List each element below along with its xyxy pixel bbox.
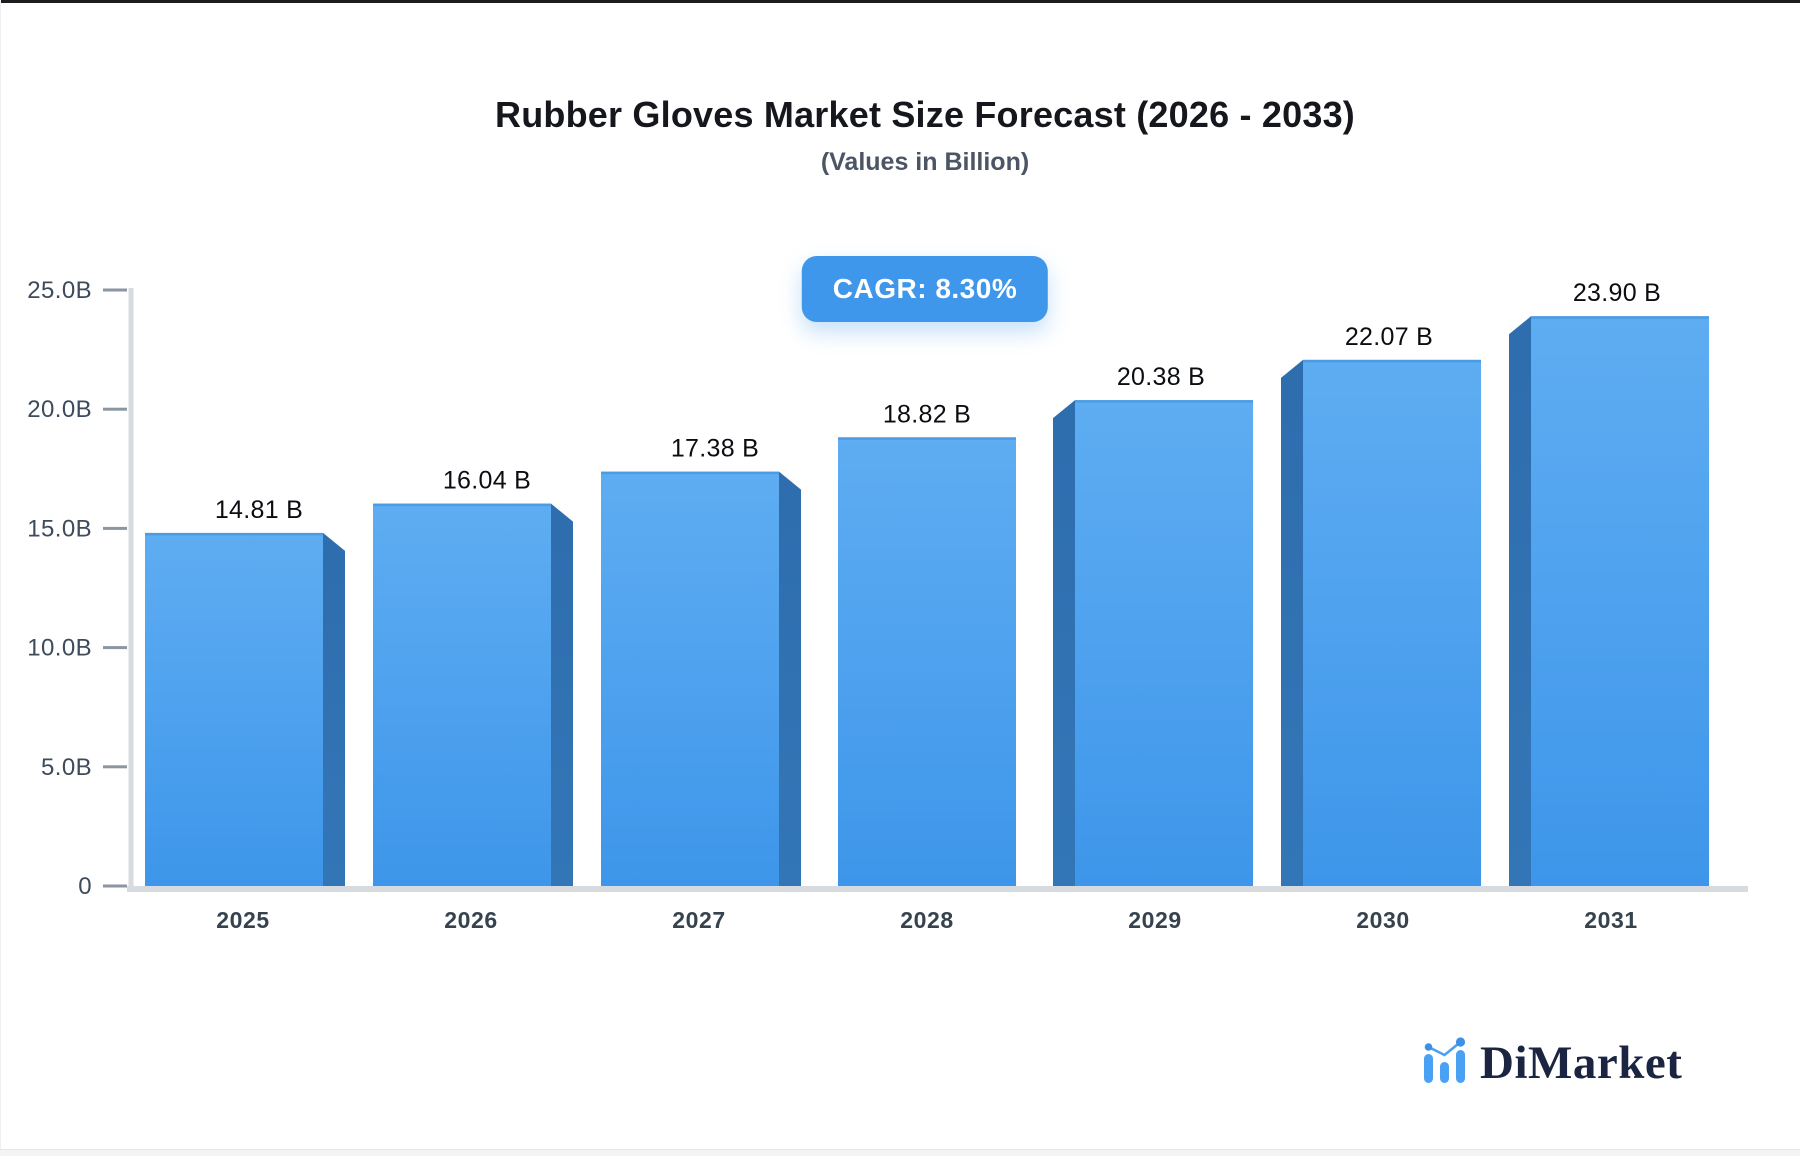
bar-group-2025: 14.81 B 2025: [145, 496, 345, 933]
y-axis-tick: [103, 407, 127, 411]
bar-group-2031: 23.90 B 2031: [1509, 279, 1709, 933]
bar: [1303, 359, 1481, 886]
dimarket-bars-trend-icon: [1424, 1037, 1466, 1083]
bar-value-label: 17.38 B: [671, 435, 759, 463]
x-axis-line: [127, 886, 1748, 892]
y-axis-label: 20.0B: [27, 396, 92, 423]
bottom-edge-divider: [0, 1149, 1800, 1156]
bar-top-edge: [601, 471, 779, 475]
brand-logo: DiMarket: [1422, 1037, 1682, 1087]
brand-logo-text: DiMarket: [1480, 1037, 1683, 1089]
y-axis-tick: [103, 646, 127, 650]
y-axis-label: 25.0B: [27, 277, 92, 304]
y-axis-tick: [103, 884, 127, 888]
bar-value-label: 18.82 B: [883, 400, 971, 428]
x-axis-label: 2025: [216, 907, 270, 933]
chart-subtitle: (Values in Billion): [820, 148, 1030, 176]
y-axis-label: 5.0B: [41, 754, 92, 781]
bar-group-2026: 16.04 B 2026: [373, 467, 573, 933]
top-edge-divider: [0, 0, 1800, 3]
bar-value-label: 23.90 B: [1573, 279, 1661, 307]
bar-group-2028: 18.82 B 2028: [838, 400, 1016, 933]
bar-side-shade: [323, 532, 345, 886]
bar-side-shade: [1281, 359, 1303, 886]
y-axis-tick: [103, 765, 127, 769]
bar-side-shade: [1509, 316, 1531, 886]
left-edge-divider: [0, 0, 1, 1156]
y-axis-label: 0: [78, 873, 92, 900]
bar-group-2030: 22.07 B 2030: [1281, 323, 1481, 933]
bar-top-edge: [1303, 359, 1481, 363]
x-axis-label: 2031: [1584, 907, 1638, 933]
y-axis-tick: [103, 288, 127, 292]
y-axis-label: 15.0B: [27, 515, 92, 542]
bar-group-2027: 17.38 B 2027: [601, 435, 801, 933]
bar-group-2029: 20.38 B 2029: [1053, 363, 1253, 933]
y-axis-label: 10.0B: [27, 635, 92, 662]
y-axis-tick: [103, 526, 127, 530]
bar-top-edge: [373, 503, 551, 507]
chart-header: Rubber Gloves Market Size Forecast (2026…: [50, 94, 1800, 177]
cagr-badge: CAGR: 8.30%: [801, 256, 1049, 322]
bar: [601, 471, 779, 886]
y-axis-line: [128, 288, 134, 892]
x-axis-label: 2026: [444, 907, 498, 933]
bar: [373, 503, 551, 886]
bar-side-shade: [779, 471, 801, 886]
x-axis-label: 2029: [1128, 907, 1182, 933]
bar-value-label: 16.04 B: [443, 467, 531, 495]
bar-top-edge: [1531, 316, 1709, 319]
bar-top-edge: [145, 532, 323, 536]
x-axis-label: 2030: [1356, 907, 1410, 933]
bar-side-shade: [1053, 400, 1075, 886]
bar: [1531, 316, 1709, 886]
bar: [1075, 400, 1253, 886]
bar: [838, 437, 1016, 886]
bar-value-label: 14.81 B: [215, 496, 303, 524]
bar: [145, 532, 323, 886]
x-axis-label: 2028: [900, 907, 954, 933]
chart-title: Rubber Gloves Market Size Forecast (2026…: [495, 94, 1355, 135]
bar-top-edge: [838, 437, 1016, 440]
bar-value-label: 22.07 B: [1345, 323, 1433, 351]
bar-side-shade: [551, 503, 573, 886]
x-axis-label: 2027: [672, 907, 726, 933]
bar-top-edge: [1075, 400, 1253, 403]
bar-value-label: 20.38 B: [1117, 363, 1205, 391]
